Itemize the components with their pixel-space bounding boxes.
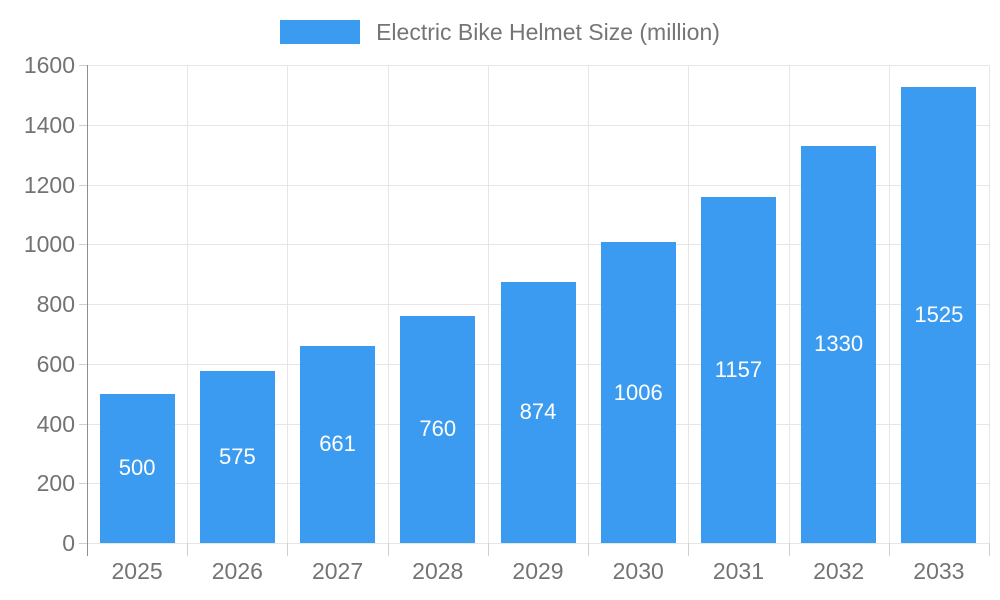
x-gridline	[287, 65, 289, 543]
bar[interactable]: 1006	[600, 242, 676, 543]
y-axis-tick	[79, 304, 87, 305]
x-tick-label: 2030	[612, 558, 664, 584]
y-gridline	[87, 244, 989, 246]
bar[interactable]: 760	[400, 315, 476, 543]
y-tick-label: 400	[36, 410, 75, 437]
x-axis-tick	[688, 543, 690, 556]
x-tick-label: 2026	[211, 558, 263, 584]
x-gridline	[989, 65, 990, 543]
y-axis-tick	[79, 543, 87, 544]
y-tick-label: 0	[62, 530, 75, 556]
x-tick-label: 2033	[913, 558, 965, 584]
bar[interactable]: 500	[99, 393, 175, 543]
y-axis-tick	[79, 65, 87, 66]
x-axis-tick	[888, 543, 890, 556]
bar-value-label: 1330	[814, 331, 864, 357]
y-axis-tick	[79, 363, 87, 365]
x-tick-label: 2029	[512, 558, 564, 584]
y-tick-label: 1400	[23, 111, 75, 138]
x-tick-label: 2025	[111, 558, 163, 584]
y-tick-label: 1200	[23, 171, 75, 198]
x-axis-tick	[187, 543, 189, 556]
y-gridline	[87, 184, 989, 186]
x-tick-label: 2027	[311, 558, 364, 584]
x-gridline	[688, 65, 690, 543]
x-axis-tick	[788, 543, 790, 556]
y-tick-label: 600	[36, 350, 75, 377]
bar-value-label: 500	[118, 455, 156, 481]
bar-value-label: 760	[419, 416, 457, 442]
legend[interactable]: Electric Bike Helmet Size (million)	[0, 19, 1000, 45]
y-tick-label: 800	[36, 291, 75, 317]
bar-value-label: 1006	[613, 379, 663, 405]
x-axis-tick	[588, 543, 590, 556]
x-tick-label: 2028	[412, 558, 464, 584]
x-gridline	[187, 65, 189, 543]
bar-value-label: 661	[319, 431, 356, 457]
x-axis-tick	[487, 543, 489, 556]
y-tick-label: 200	[36, 470, 75, 497]
x-axis-tick	[387, 543, 389, 556]
bar-value-label: 1525	[914, 302, 964, 328]
x-axis-tick	[989, 543, 990, 556]
x-tick-label: 2032	[813, 558, 865, 584]
bar[interactable]: 874	[500, 281, 576, 543]
y-axis-tick	[79, 184, 87, 186]
y-axis-tick	[79, 244, 87, 246]
x-gridline	[788, 65, 790, 543]
bar[interactable]: 1525	[901, 87, 977, 543]
legend-label: Electric Bike Helmet Size (million)	[376, 19, 720, 45]
x-gridline	[487, 65, 489, 543]
y-gridline	[87, 65, 989, 66]
x-gridline	[588, 65, 590, 543]
y-tick-label: 1000	[23, 231, 75, 258]
y-gridline	[87, 543, 989, 544]
x-axis-tick	[287, 543, 289, 556]
legend-swatch-icon	[280, 20, 361, 44]
x-gridline	[888, 65, 890, 543]
y-axis-line	[87, 65, 88, 556]
x-tick-label: 2031	[712, 558, 765, 584]
y-axis-tick	[79, 124, 87, 126]
bar[interactable]: 1157	[700, 197, 776, 543]
y-gridline	[87, 124, 989, 126]
y-axis-tick	[79, 483, 87, 485]
bar[interactable]: 661	[300, 345, 376, 543]
y-tick-label: 1600	[23, 52, 75, 78]
bar[interactable]: 575	[199, 371, 275, 543]
y-axis-tick	[79, 423, 87, 425]
bar-value-label: 874	[519, 399, 557, 425]
bar-value-label: 575	[218, 444, 256, 470]
bar-value-label: 1157	[714, 357, 763, 383]
x-gridline	[387, 65, 389, 543]
bar[interactable]: 1330	[801, 145, 877, 543]
